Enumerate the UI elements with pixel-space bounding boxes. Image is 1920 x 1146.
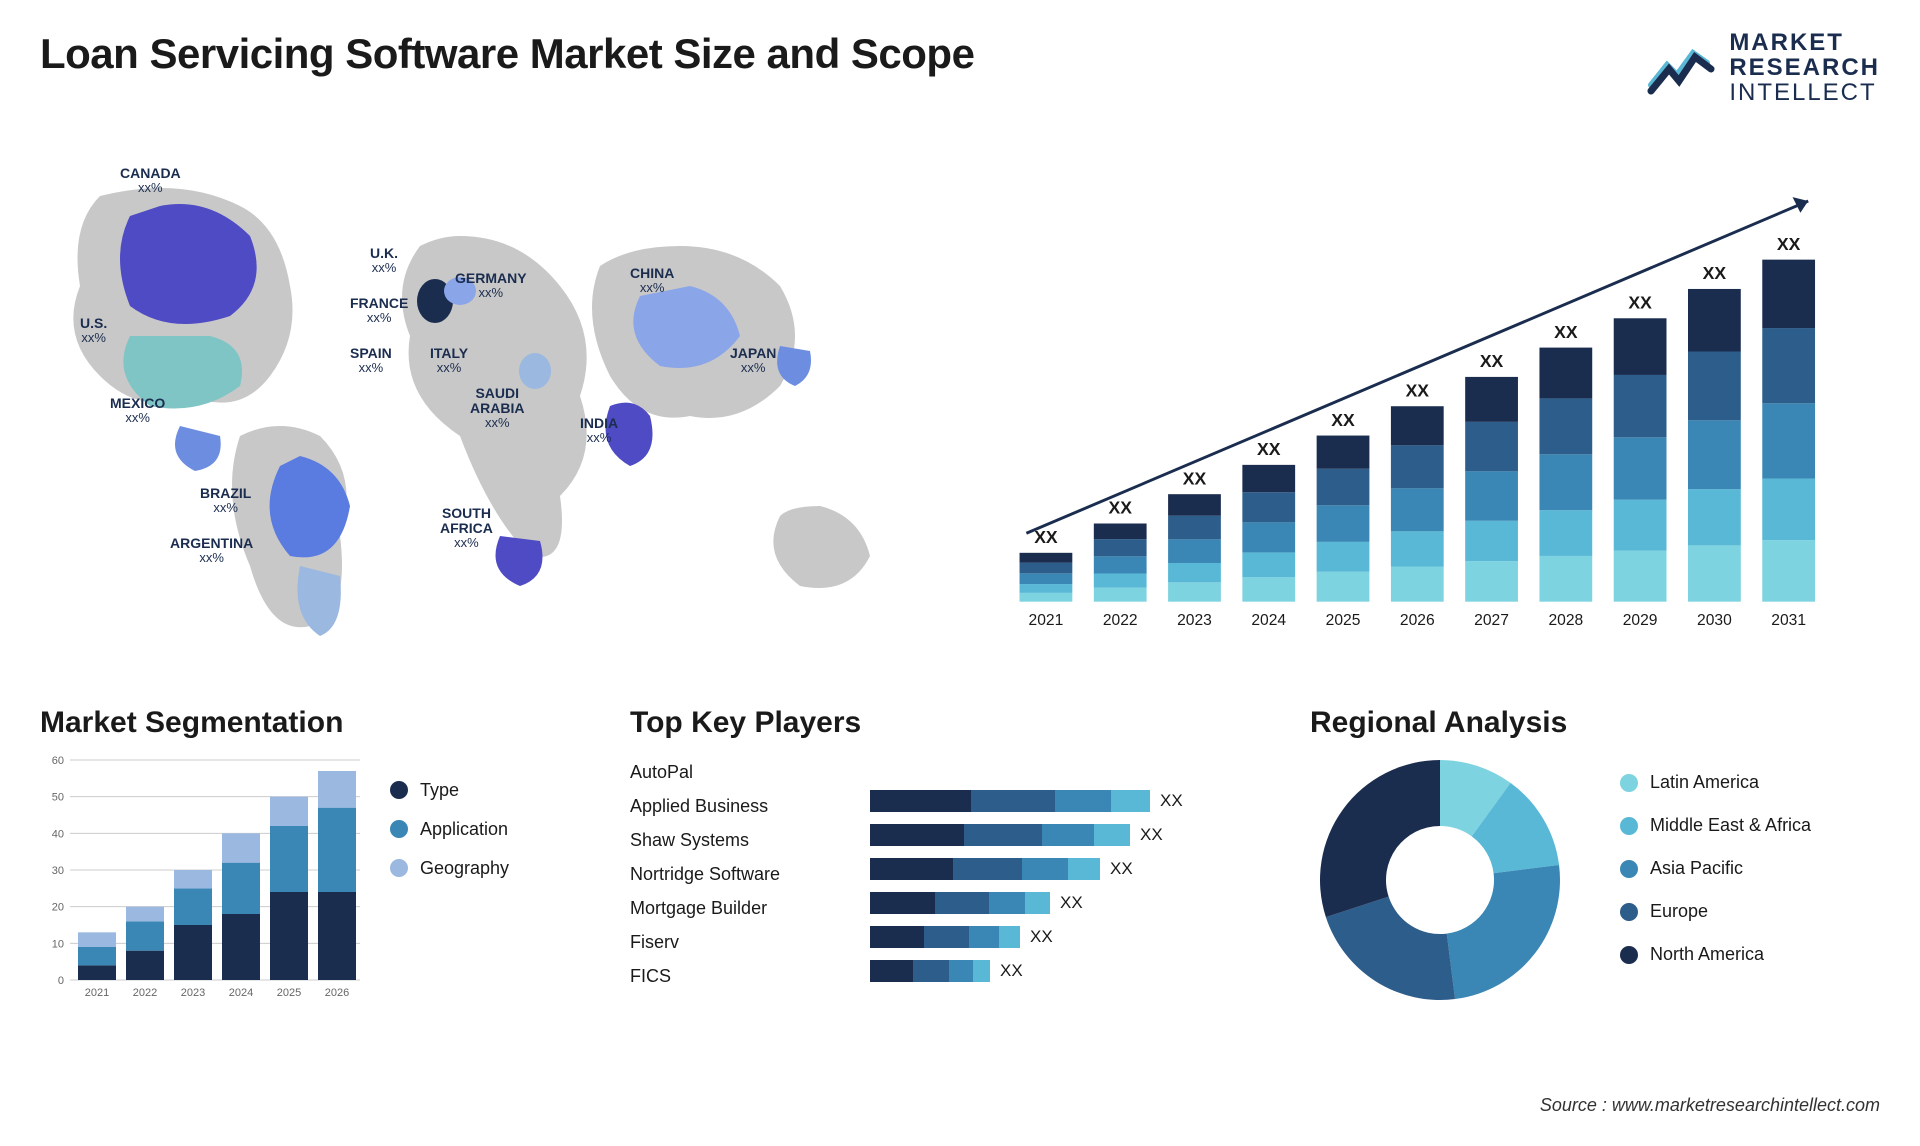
segmentation-chart: 0 10 20 30 40 50 60 2021 2022 2023 2024 2025 2026 [40, 750, 360, 1010]
svg-text:2025: 2025 [277, 987, 301, 999]
svg-text:2022: 2022 [133, 987, 157, 999]
player-bar-row: XX [870, 784, 1280, 818]
player-name: FICS [630, 960, 840, 994]
svg-text:2030: 2030 [1697, 612, 1732, 629]
svg-text:XX: XX [1406, 380, 1430, 400]
player-bar-row: XX [870, 954, 1280, 988]
page-title: Loan Servicing Software Market Size and … [40, 30, 974, 78]
svg-text:2025: 2025 [1326, 612, 1361, 629]
legend-item: Application [390, 819, 509, 840]
legend-item: Asia Pacific [1620, 858, 1811, 879]
legend-item: Latin America [1620, 772, 1811, 793]
svg-text:2027: 2027 [1474, 612, 1509, 629]
svg-text:2021: 2021 [1029, 612, 1064, 629]
svg-text:XX: XX [1108, 497, 1132, 517]
svg-text:2023: 2023 [1177, 612, 1212, 629]
legend-item: Type [390, 780, 509, 801]
segmentation-title: Market Segmentation [40, 706, 600, 740]
player-bar-row: XX [870, 886, 1280, 920]
svg-text:XX: XX [1554, 321, 1578, 341]
svg-text:XX: XX [1257, 439, 1281, 459]
logo-text: MARKET RESEARCH INTELLECT [1729, 30, 1880, 106]
players-title: Top Key Players [630, 706, 1280, 740]
player-bar-row: XX [870, 852, 1280, 886]
svg-text:30: 30 [52, 865, 64, 877]
svg-text:2021: 2021 [85, 987, 109, 999]
svg-text:2026: 2026 [325, 987, 349, 999]
svg-text:2024: 2024 [229, 987, 253, 999]
svg-text:XX: XX [1703, 263, 1727, 283]
player-name: Mortgage Builder [630, 892, 840, 926]
world-map-panel: CANADAxx%U.S.xx%MEXICOxx%BRAZILxx%ARGENT… [40, 136, 960, 666]
svg-text:2022: 2022 [1103, 612, 1138, 629]
svg-text:2023: 2023 [181, 987, 205, 999]
svg-text:10: 10 [52, 938, 64, 950]
player-name: Shaw Systems [630, 824, 840, 858]
svg-text:2031: 2031 [1771, 612, 1806, 629]
player-bar-list: XXXXXXXXXXXX [870, 750, 1280, 994]
source-label: Source : www.marketresearchintellect.com [1540, 1095, 1880, 1116]
svg-text:2028: 2028 [1548, 612, 1583, 629]
player-name: Nortridge Software [630, 858, 840, 892]
svg-text:2024: 2024 [1251, 612, 1286, 629]
regional-legend: Latin America Middle East & Africa Asia Pa… [1620, 772, 1811, 987]
player-name-list: AutoPalApplied BusinessShaw SystemsNortr… [630, 750, 840, 994]
legend-item: North America [1620, 944, 1811, 965]
legend-item: Europe [1620, 901, 1811, 922]
svg-text:XX: XX [1480, 351, 1504, 371]
segmentation-legend: Type Application Geography [390, 750, 509, 897]
svg-text:XX: XX [1628, 292, 1652, 312]
svg-text:60: 60 [52, 755, 64, 767]
player-name: Fiserv [630, 926, 840, 960]
logo-mark-icon [1647, 35, 1717, 100]
player-bar-row: XX [870, 920, 1280, 954]
world-map-icon [40, 136, 960, 666]
svg-text:50: 50 [52, 791, 64, 803]
player-bar-row [870, 750, 1280, 784]
brand-logo: MARKET RESEARCH INTELLECT [1647, 30, 1880, 106]
svg-text:2029: 2029 [1623, 612, 1658, 629]
svg-text:XX: XX [1183, 468, 1207, 488]
growth-chart: XX 2021 XX 2022 XX 2023 XX 2024 XX 2025 XX 2026 XX 20… [1000, 136, 1880, 666]
regional-donut-chart [1310, 750, 1570, 1010]
svg-text:XX: XX [1034, 527, 1058, 547]
legend-item: Geography [390, 858, 509, 879]
player-name: Applied Business [630, 790, 840, 824]
svg-text:20: 20 [52, 901, 64, 913]
player-name: AutoPal [630, 756, 840, 790]
svg-text:XX: XX [1331, 409, 1355, 429]
player-bar-row: XX [870, 818, 1280, 852]
legend-item: Middle East & Africa [1620, 815, 1811, 836]
svg-text:XX: XX [1777, 233, 1801, 253]
svg-text:40: 40 [52, 828, 64, 840]
svg-text:2026: 2026 [1400, 612, 1435, 629]
svg-text:0: 0 [58, 975, 64, 987]
regional-title: Regional Analysis [1310, 706, 1880, 740]
